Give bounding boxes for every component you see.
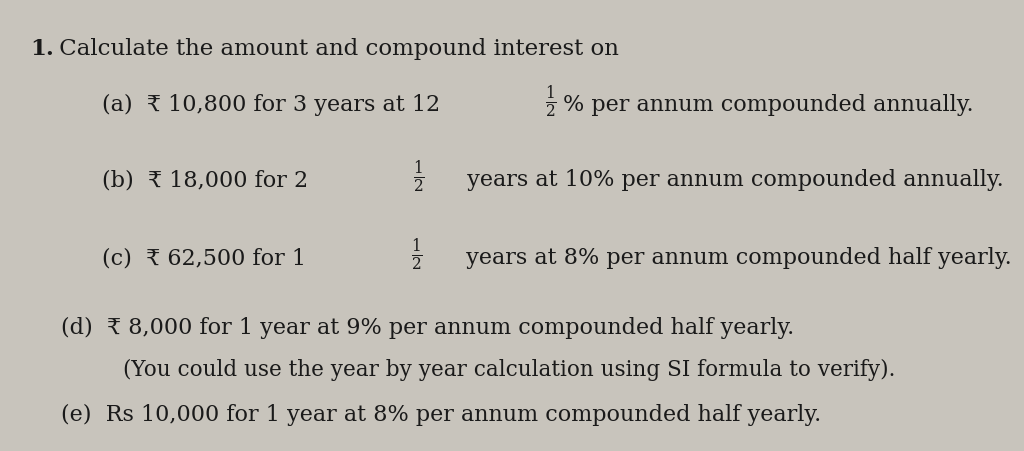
Text: (d)  ₹ 8,000 for 1 year at 9% per annum compounded half yearly.: (d) ₹ 8,000 for 1 year at 9% per annum c… (61, 317, 795, 339)
Text: 1.: 1. (30, 38, 54, 60)
Text: (e)  Rs 10,000 for 1 year at 8% per annum compounded half yearly.: (e) Rs 10,000 for 1 year at 8% per annum… (61, 404, 821, 426)
Text: $\mathregular{\frac{1}{2}}$: $\mathregular{\frac{1}{2}}$ (412, 237, 423, 273)
Text: $\mathregular{\frac{1}{2}}$: $\mathregular{\frac{1}{2}}$ (546, 84, 557, 120)
Text: Calculate the amount and compound interest on: Calculate the amount and compound intere… (52, 38, 618, 60)
Text: (a)  ₹ 10,800 for 3 years at 12: (a) ₹ 10,800 for 3 years at 12 (102, 94, 440, 116)
Text: (c)  ₹ 62,500 for 1: (c) ₹ 62,500 for 1 (102, 247, 306, 269)
Text: % per annum compounded annually.: % per annum compounded annually. (562, 94, 973, 116)
Text: years at 8% per annum compounded half yearly.: years at 8% per annum compounded half ye… (459, 247, 1012, 269)
Text: (b)  ₹ 18,000 for 2: (b) ₹ 18,000 for 2 (102, 169, 308, 191)
Text: $\mathregular{\frac{1}{2}}$: $\mathregular{\frac{1}{2}}$ (414, 159, 425, 195)
Text: years at 10% per annum compounded annually.: years at 10% per annum compounded annual… (461, 169, 1005, 191)
Text: (You could use the year by year calculation using SI formula to verify).: (You could use the year by year calculat… (123, 359, 895, 381)
